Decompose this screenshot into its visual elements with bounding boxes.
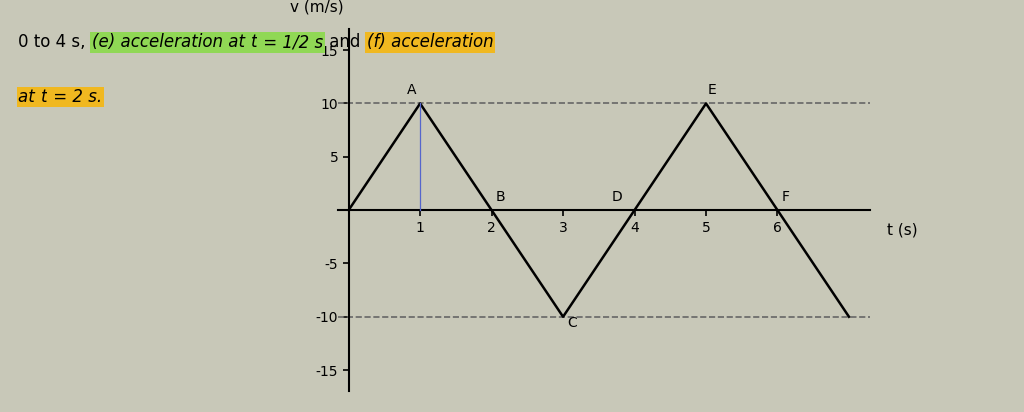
Text: A: A <box>407 83 417 97</box>
Y-axis label: v (m/s): v (m/s) <box>290 0 343 14</box>
Text: C: C <box>566 316 577 330</box>
Text: F: F <box>782 190 791 204</box>
Text: t: t <box>41 88 47 106</box>
Text: (e) acceleration at: (e) acceleration at <box>92 33 250 51</box>
Text: = 1/2 s: = 1/2 s <box>258 33 324 51</box>
Text: 0 to 4 s,: 0 to 4 s, <box>18 33 91 51</box>
Text: at: at <box>18 88 40 106</box>
Text: t: t <box>251 33 257 51</box>
Text: (f) acceleration: (f) acceleration <box>367 33 494 51</box>
Text: E: E <box>708 83 716 97</box>
Text: and: and <box>325 33 366 51</box>
X-axis label: t (s): t (s) <box>887 223 918 238</box>
Text: = 2 s.: = 2 s. <box>48 88 102 106</box>
Text: D: D <box>611 190 622 204</box>
Text: B: B <box>496 190 505 204</box>
